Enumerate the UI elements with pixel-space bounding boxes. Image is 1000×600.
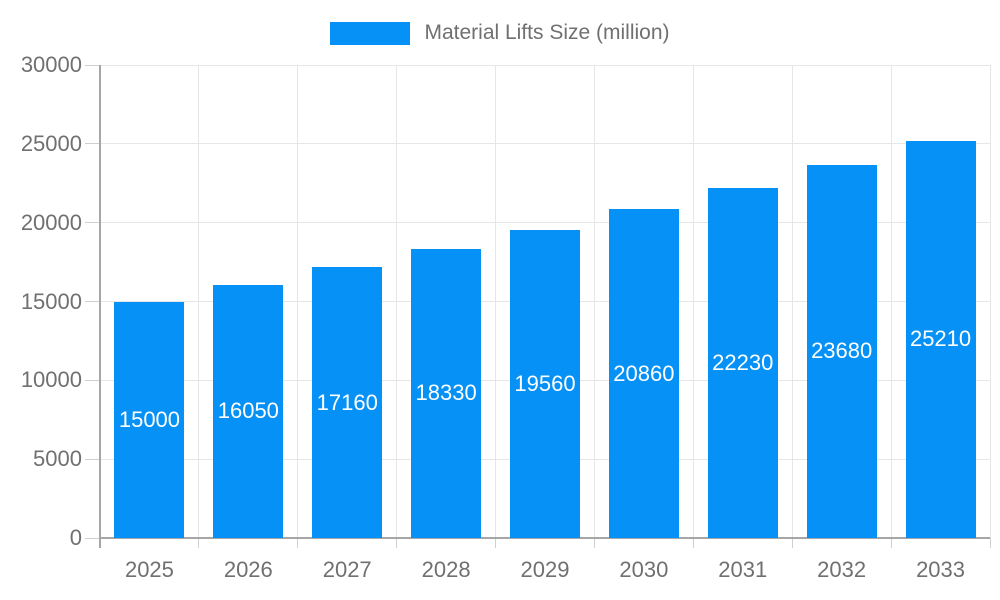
legend-item[interactable]: Material Lifts Size (million) — [0, 21, 1000, 45]
bar-value-label: 25210 — [909, 326, 972, 352]
x-tick — [396, 538, 398, 548]
bar[interactable] — [213, 284, 284, 538]
x-tick — [495, 538, 497, 548]
bar-value-label: 23680 — [811, 338, 873, 364]
x-gridline — [791, 65, 793, 538]
x-gridline — [396, 65, 398, 538]
x-tick-label: 2025 — [124, 557, 174, 582]
legend-swatch — [330, 21, 411, 45]
x-gridline — [989, 65, 991, 538]
y-tick-label: 25000 — [20, 130, 82, 156]
bar[interactable] — [411, 248, 482, 538]
x-tick-label: 2032 — [817, 557, 867, 582]
x-tick — [890, 538, 892, 548]
x-tick-label: 2033 — [916, 557, 966, 582]
x-tick — [791, 538, 793, 548]
x-tick-label: 2027 — [322, 557, 372, 582]
bar[interactable] — [114, 301, 185, 538]
y-gridline — [100, 143, 990, 145]
x-gridline — [198, 65, 200, 538]
y-tick-label: 10000 — [20, 367, 82, 393]
y-tick-label: 0 — [69, 525, 82, 550]
bar[interactable] — [510, 229, 580, 538]
bar-value-label: 18330 — [415, 380, 477, 406]
bar[interactable] — [806, 164, 877, 538]
y-gridline — [100, 64, 990, 66]
x-gridline — [297, 65, 299, 538]
x-tick — [198, 538, 200, 548]
y-tick-label: 30000 — [20, 52, 82, 77]
y-gridline — [100, 222, 990, 224]
x-tick — [692, 538, 694, 548]
bar-value-label: 17160 — [316, 389, 378, 415]
x-tick-label: 2031 — [718, 557, 768, 582]
bar[interactable] — [312, 267, 383, 538]
y-tick-label: 5000 — [33, 446, 82, 472]
y-axis-line — [99, 65, 101, 548]
x-gridline — [692, 65, 694, 538]
y-tick — [85, 458, 100, 460]
x-gridline — [593, 65, 595, 538]
y-tick — [85, 222, 100, 224]
y-tick — [85, 64, 100, 66]
y-tick — [85, 301, 100, 302]
bar[interactable] — [608, 209, 679, 538]
x-gridline — [890, 65, 892, 538]
x-tick-label: 2030 — [619, 557, 669, 582]
bar-value-label: 20860 — [613, 360, 675, 386]
bar[interactable] — [905, 140, 976, 538]
legend-label: Material Lifts Size (million) — [424, 21, 670, 44]
x-gridline — [495, 65, 497, 538]
x-axis-line — [100, 537, 990, 539]
x-tick — [593, 538, 595, 548]
x-tick — [989, 538, 991, 548]
y-tick-label: 20000 — [20, 209, 82, 235]
bar-value-label: 15000 — [118, 406, 181, 432]
bar-value-label: 22230 — [712, 349, 774, 375]
y-tick-label: 15000 — [20, 288, 82, 314]
x-tick-label: 2026 — [223, 557, 273, 582]
bar-value-label: 19560 — [514, 370, 576, 396]
bar[interactable] — [707, 187, 778, 538]
x-tick-label: 2028 — [421, 557, 471, 582]
y-tick — [85, 537, 100, 539]
bar-value-label: 16050 — [217, 398, 279, 424]
x-tick-label: 2029 — [520, 557, 570, 582]
y-tick — [85, 379, 100, 381]
x-tick — [297, 538, 299, 548]
y-tick — [85, 143, 100, 145]
